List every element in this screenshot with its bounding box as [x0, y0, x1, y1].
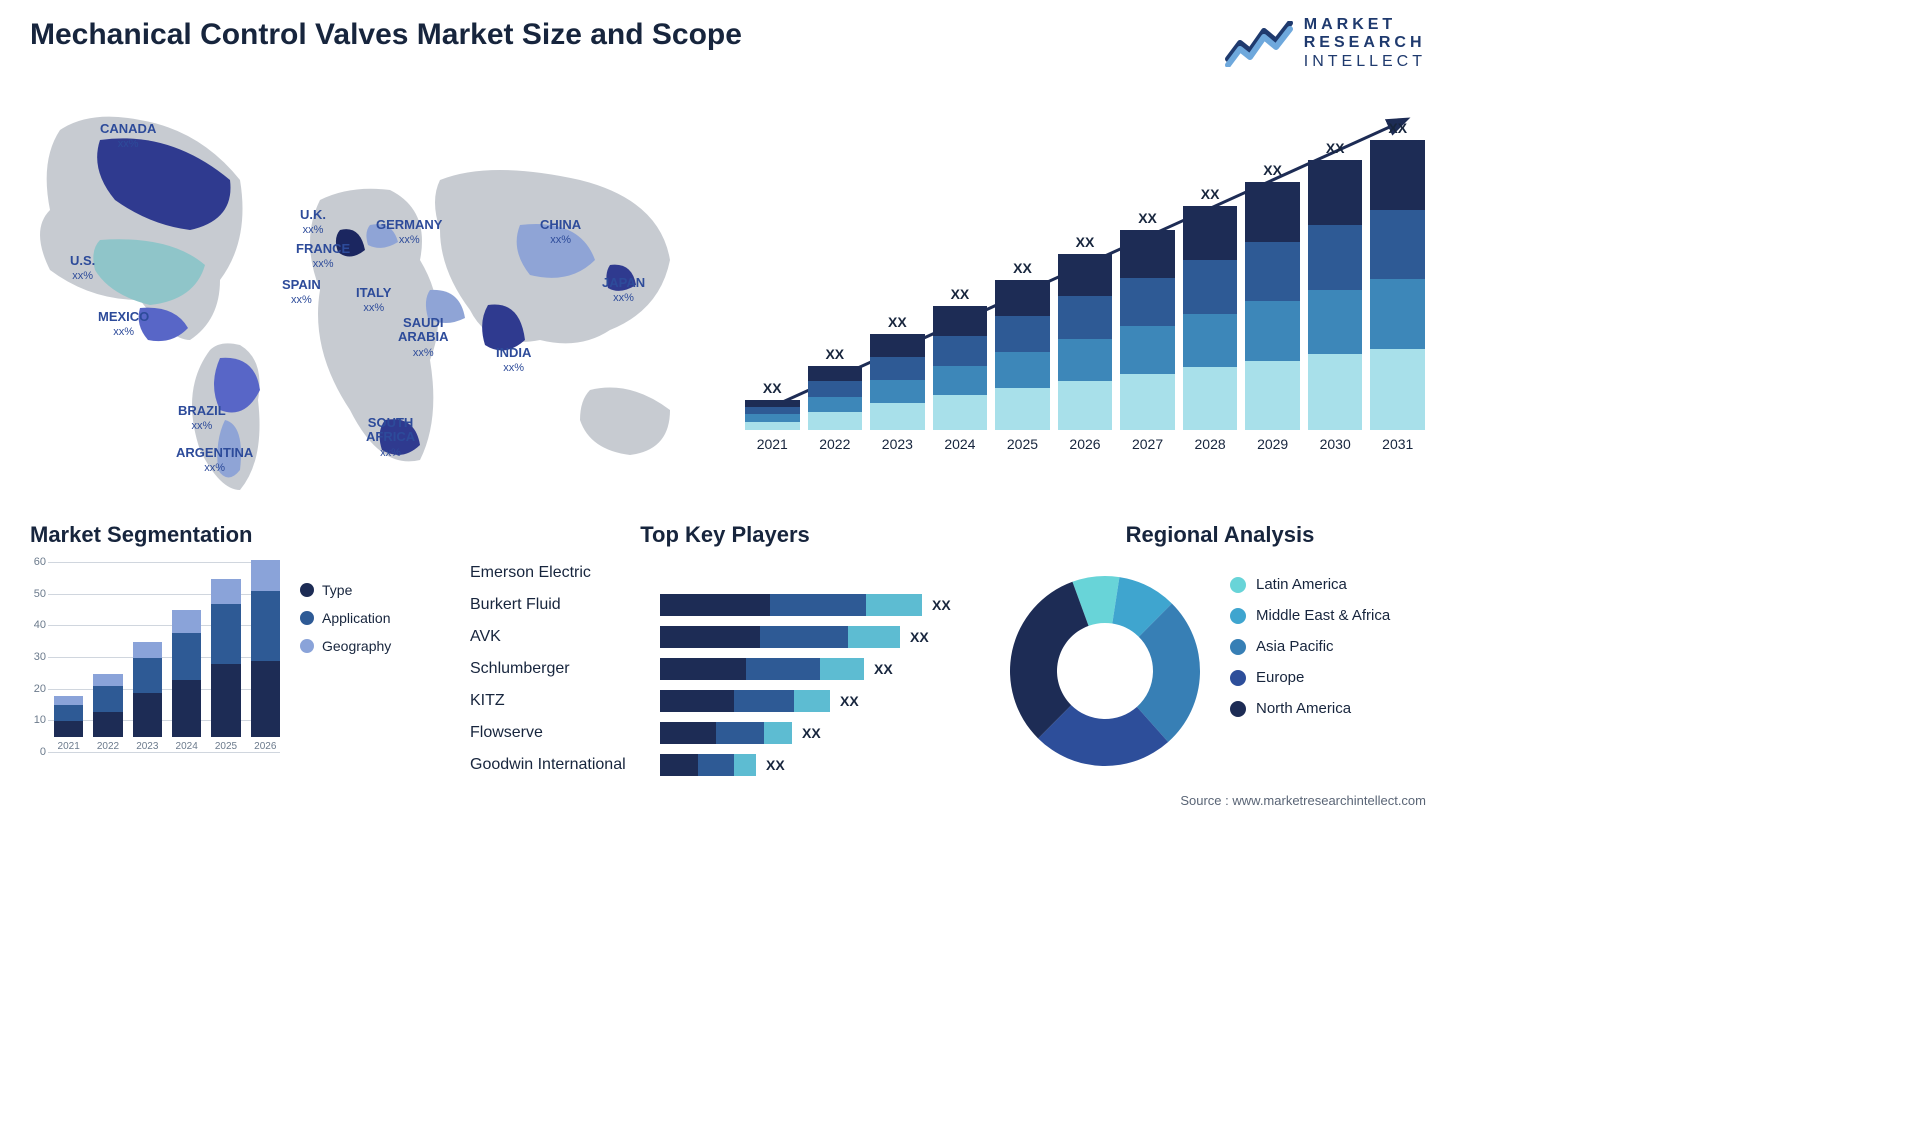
- forecast-bar: XX2026: [1058, 234, 1113, 452]
- player-row: Burkert FluidXX: [470, 590, 980, 620]
- map-label: CANADAxx%: [100, 122, 156, 151]
- source-label: Source : www.marketresearchintellect.com: [1180, 793, 1426, 808]
- forecast-bar: XX2031: [1370, 120, 1425, 452]
- region-title: Regional Analysis: [1000, 522, 1440, 548]
- map-label: FRANCExx%: [296, 242, 350, 271]
- player-row: FlowserveXX: [470, 718, 980, 748]
- forecast-bar: XX2028: [1183, 186, 1238, 452]
- legend-item: Asia Pacific: [1230, 638, 1390, 655]
- segmentation-bar: 2026: [251, 560, 280, 752]
- logo-mark-icon: [1224, 21, 1294, 67]
- players-title: Top Key Players: [470, 522, 980, 548]
- player-row: SchlumbergerXX: [470, 654, 980, 684]
- region-legend: Latin America Middle East & Africa Asia Pa…: [1230, 576, 1390, 731]
- legend-item: Middle East & Africa: [1230, 607, 1390, 624]
- segmentation-bar: 2022: [93, 674, 122, 752]
- legend-item: Geography: [300, 638, 391, 654]
- legend-item: North America: [1230, 700, 1390, 717]
- player-row: Goodwin InternationalXX: [470, 750, 980, 780]
- page-title: Mechanical Control Valves Market Size an…: [30, 18, 742, 52]
- legend-item: Application: [300, 610, 391, 626]
- segmentation-title: Market Segmentation: [30, 522, 440, 548]
- logo-text: MARKET RESEARCH INTELLECT: [1304, 16, 1426, 71]
- forecast-bar: XX2021: [745, 380, 800, 452]
- players-chart: Emerson ElectricBurkert FluidXXAVKXXSchl…: [470, 558, 980, 782]
- segmentation-bar: 2024: [172, 610, 201, 752]
- segmentation-bar: 2023: [133, 642, 162, 752]
- player-row: AVKXX: [470, 622, 980, 652]
- segmentation-section: Market Segmentation 01020304050602021202…: [30, 522, 440, 782]
- map-label: INDIAxx%: [496, 346, 531, 375]
- map-label: JAPANxx%: [602, 276, 645, 305]
- players-section: Top Key Players Emerson ElectricBurkert …: [470, 522, 980, 792]
- forecast-chart: XX2021XX2022XX2023XX2024XX2025XX2026XX20…: [745, 110, 1425, 480]
- segmentation-bar: 2025: [211, 579, 240, 752]
- world-map: CANADAxx% U.S.xx% MEXICOxx% BRAZILxx% ARGENT…: [20, 90, 720, 500]
- map-label: ITALYxx%: [356, 286, 391, 315]
- map-label: SOUTHAFRICAxx%: [366, 416, 415, 459]
- map-label: U.S.xx%: [70, 254, 95, 283]
- forecast-bar: XX2027: [1120, 210, 1175, 452]
- segmentation-legend: Type Application Geography: [300, 582, 391, 666]
- map-label: U.K.xx%: [300, 208, 326, 237]
- player-row: Emerson Electric: [470, 558, 980, 588]
- forecast-bar: XX2023: [870, 314, 925, 452]
- forecast-bar: XX2025: [995, 260, 1050, 452]
- legend-item: Europe: [1230, 669, 1390, 686]
- map-label: ARGENTINAxx%: [176, 446, 253, 475]
- legend-item: Latin America: [1230, 576, 1390, 593]
- segmentation-chart: 0102030405060202120222023202420252026: [30, 562, 280, 772]
- map-label: SPAINxx%: [282, 278, 321, 307]
- player-row: KITZXX: [470, 686, 980, 716]
- segmentation-bar: 2021: [54, 696, 83, 752]
- forecast-bar: XX2030: [1308, 140, 1363, 452]
- map-label: GERMANYxx%: [376, 218, 442, 247]
- forecast-bar: XX2024: [933, 286, 988, 452]
- legend-item: Type: [300, 582, 391, 598]
- map-label: CHINAxx%: [540, 218, 581, 247]
- map-label: MEXICOxx%: [98, 310, 149, 339]
- map-label: SAUDIARABIAxx%: [398, 316, 449, 359]
- map-label: BRAZILxx%: [178, 404, 226, 433]
- brand-logo: MARKET RESEARCH INTELLECT: [1224, 16, 1426, 71]
- forecast-bar: XX2022: [808, 346, 863, 452]
- region-section: Regional Analysis Latin America Middle Ea…: [1000, 522, 1440, 782]
- region-donut: [1000, 566, 1210, 776]
- forecast-bar: XX2029: [1245, 162, 1300, 452]
